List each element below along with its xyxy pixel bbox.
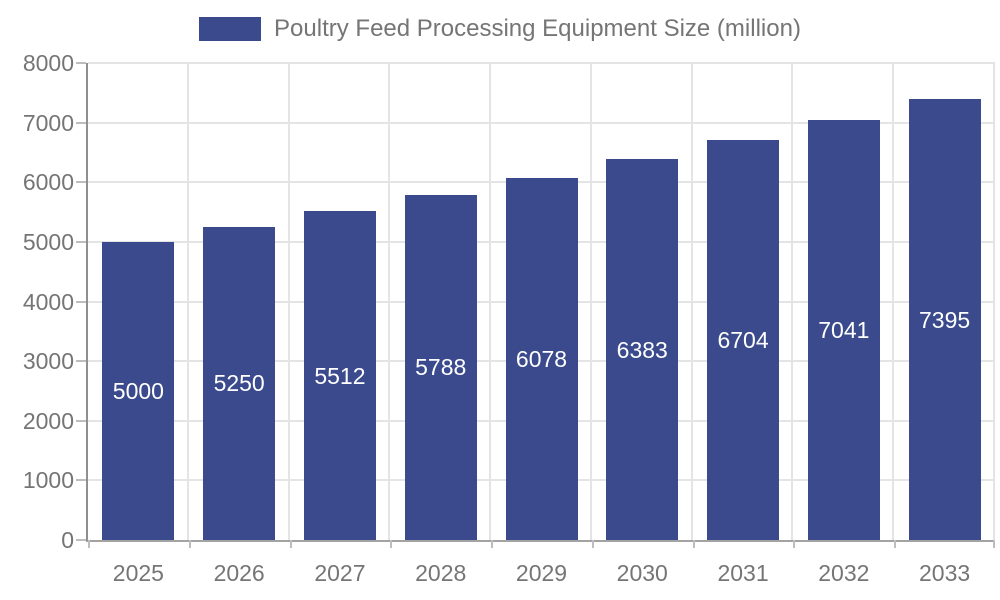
x-axis-tick <box>289 540 292 548</box>
y-axis-label: 8000 <box>22 50 74 76</box>
bar[interactable]: 7395 <box>908 99 981 540</box>
bar-value-label: 6078 <box>515 345 568 372</box>
grid-line-vertical <box>186 63 189 540</box>
bar-value-label: 5250 <box>213 370 265 397</box>
bar-value-label: 5512 <box>314 362 366 389</box>
x-axis-tick <box>591 540 594 548</box>
x-axis-label: 2028 <box>415 560 467 586</box>
legend-label: Poultry Feed Processing Equipment Size (… <box>274 15 801 42</box>
bar-value-label: 7395 <box>919 306 971 333</box>
bar-value-label: 5788 <box>415 354 467 381</box>
grid-line-vertical <box>690 63 693 540</box>
bar[interactable]: 5512 <box>303 211 376 540</box>
y-axis-label: 3000 <box>22 348 74 375</box>
bar-value-label: 5000 <box>112 377 164 404</box>
grid-line-vertical <box>287 63 290 540</box>
bar[interactable]: 7041 <box>807 120 880 540</box>
x-axis-label: 2027 <box>314 560 366 586</box>
y-axis-tick <box>76 479 86 482</box>
x-axis-label: 2029 <box>515 560 568 586</box>
y-axis-label: 1000 <box>22 467 74 494</box>
y-axis-label: 7000 <box>22 109 74 136</box>
y-axis-tick <box>76 62 86 64</box>
bar[interactable]: 5000 <box>102 241 175 540</box>
y-axis-tick <box>76 360 86 363</box>
x-axis-tick <box>390 540 393 548</box>
bar[interactable]: 5250 <box>203 226 276 540</box>
y-axis-tick <box>76 300 86 303</box>
grid-line-horizontal <box>88 121 995 124</box>
y-axis-label: 6000 <box>22 169 74 196</box>
bar-value-label: 6704 <box>717 327 769 354</box>
bar[interactable]: 6078 <box>505 177 578 540</box>
y-axis-label: 0 <box>61 527 74 553</box>
x-axis-tick <box>692 540 695 548</box>
legend: Poultry Feed Processing Equipment Size (… <box>0 16 1000 42</box>
y-axis-label: 2000 <box>22 407 74 434</box>
legend-swatch-icon <box>199 17 262 41</box>
x-axis-tick <box>188 540 191 548</box>
x-axis-label: 2026 <box>213 560 265 586</box>
plot-area: 5000 5250 5512 5788 6078 6383 6704 7041 7395 <box>76 62 995 548</box>
y-axis-tick <box>76 121 86 124</box>
bar[interactable]: 6704 <box>707 140 780 540</box>
y-axis-tick <box>76 181 86 184</box>
y-axis-tick <box>76 419 86 422</box>
grid-line-vertical <box>892 63 895 540</box>
grid-line-vertical <box>993 63 995 540</box>
x-axis-tick <box>88 540 90 548</box>
bar-value-label: 7041 <box>818 317 870 344</box>
y-axis-tick <box>76 240 86 243</box>
bar-value-label: 6383 <box>616 336 668 363</box>
y-axis-label: 4000 <box>22 288 74 315</box>
grid-line-horizontal <box>88 62 995 64</box>
x-axis-tick <box>894 540 897 548</box>
x-axis-tick <box>491 540 494 548</box>
grid-line-vertical <box>388 63 391 540</box>
bar[interactable]: 5788 <box>404 194 477 540</box>
y-axis-tick <box>76 539 86 541</box>
x-axis-label: 2032 <box>818 560 870 586</box>
bar[interactable]: 6383 <box>606 159 679 540</box>
y-axis-label: 5000 <box>22 228 74 255</box>
legend-item[interactable]: Poultry Feed Processing Equipment Size (… <box>199 16 801 42</box>
x-axis-label: 2025 <box>112 560 164 586</box>
x-axis-label: 2031 <box>717 560 769 586</box>
grid-line-vertical <box>489 63 492 540</box>
grid-line-vertical <box>589 63 592 540</box>
x-axis-tick <box>793 540 796 548</box>
x-axis-label: 2030 <box>616 560 668 586</box>
grid-line-vertical <box>791 63 794 540</box>
x-axis-label: 2033 <box>919 560 971 586</box>
x-axis-tick <box>993 540 995 548</box>
